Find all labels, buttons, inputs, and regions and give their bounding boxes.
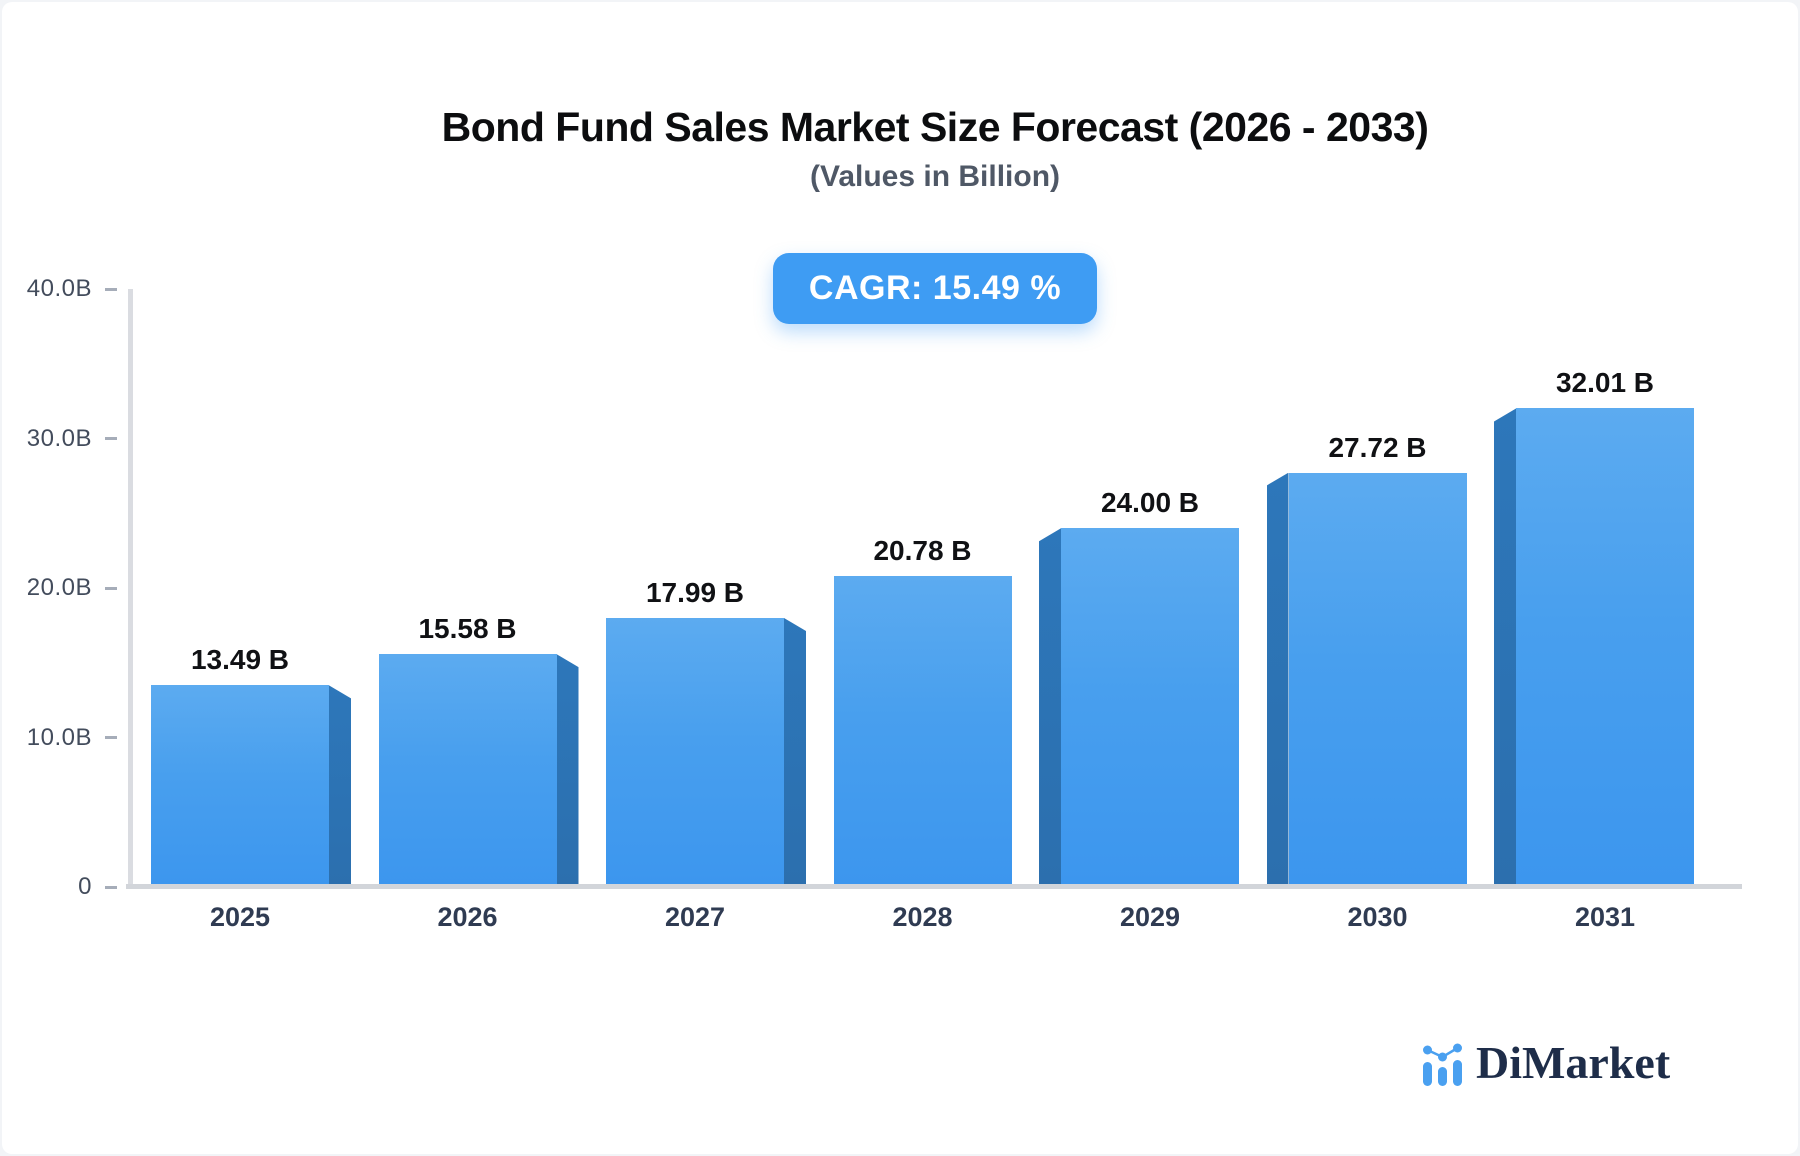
bar-side-2025 (329, 685, 351, 887)
brand-logo: DiMarket (1420, 1038, 1670, 1088)
bar-value-label-2031: 32.01 B (1555, 367, 1655, 399)
x-axis-label-2028: 2028 (892, 902, 953, 932)
y-tick-mark (105, 885, 117, 889)
chart-title: Bond Fund Sales Market Size Forecast (20… (441, 104, 1429, 150)
y-tick-mark (105, 287, 117, 291)
y-axis-line (128, 289, 133, 887)
x-axis-label-2026: 2026 (437, 902, 498, 932)
y-tick-label: 0 (78, 873, 92, 900)
bar-2031 (1516, 408, 1694, 887)
cagr-badge: CAGR: 15.49 % (772, 253, 1098, 324)
bar-2027 (606, 618, 784, 887)
y-tick-mark (105, 437, 117, 440)
bar-value-label-2029: 24.00 B (1100, 487, 1200, 519)
x-axis-label-2029: 2029 (1119, 902, 1181, 932)
bar-value-label-2028: 20.78 B (873, 535, 972, 567)
bar-value-label-2026: 15.58 B (418, 613, 517, 645)
y-tick-mark (105, 736, 117, 739)
cagr-badge-row: CAGR: 15.49 % (128, 253, 1742, 324)
bar-value-label-2030: 27.72 B (1328, 431, 1427, 463)
bar-2029 (1061, 528, 1239, 887)
bar-side-2030 (1266, 472, 1289, 887)
brand-logo-text: DiMarket (1476, 1037, 1671, 1088)
bar-side-2027 (784, 618, 806, 887)
y-tick-label: 40.0B (26, 275, 92, 302)
bar-2026 (378, 654, 557, 887)
y-tick-mark (105, 586, 117, 590)
bar-side-2026 (556, 654, 579, 887)
x-axis-label-2030: 2030 (1347, 902, 1408, 932)
bar-2025 (151, 685, 329, 887)
bar-value-label-2025: 13.49 B (190, 644, 290, 676)
combo-bar-line-chart-icon (1423, 1043, 1462, 1086)
bar-side-2031 (1494, 408, 1516, 887)
y-tick-label: 10.0B (26, 723, 92, 751)
x-axis-label-2027: 2027 (664, 902, 726, 932)
x-axis-label-2031: 2031 (1574, 902, 1636, 932)
bar-side-2029 (1039, 528, 1061, 887)
bar-2028 (833, 576, 1012, 887)
y-tick-label: 30.0B (26, 424, 92, 452)
x-axis-line (126, 884, 1742, 889)
x-axis-label-2025: 2025 (209, 902, 271, 932)
y-tick-label: 20.0B (26, 574, 92, 601)
bar-value-label-2027: 17.99 B (645, 577, 745, 609)
bar-2030 (1288, 472, 1467, 887)
chart-subtitle: (Values in Billion) (809, 160, 1061, 193)
